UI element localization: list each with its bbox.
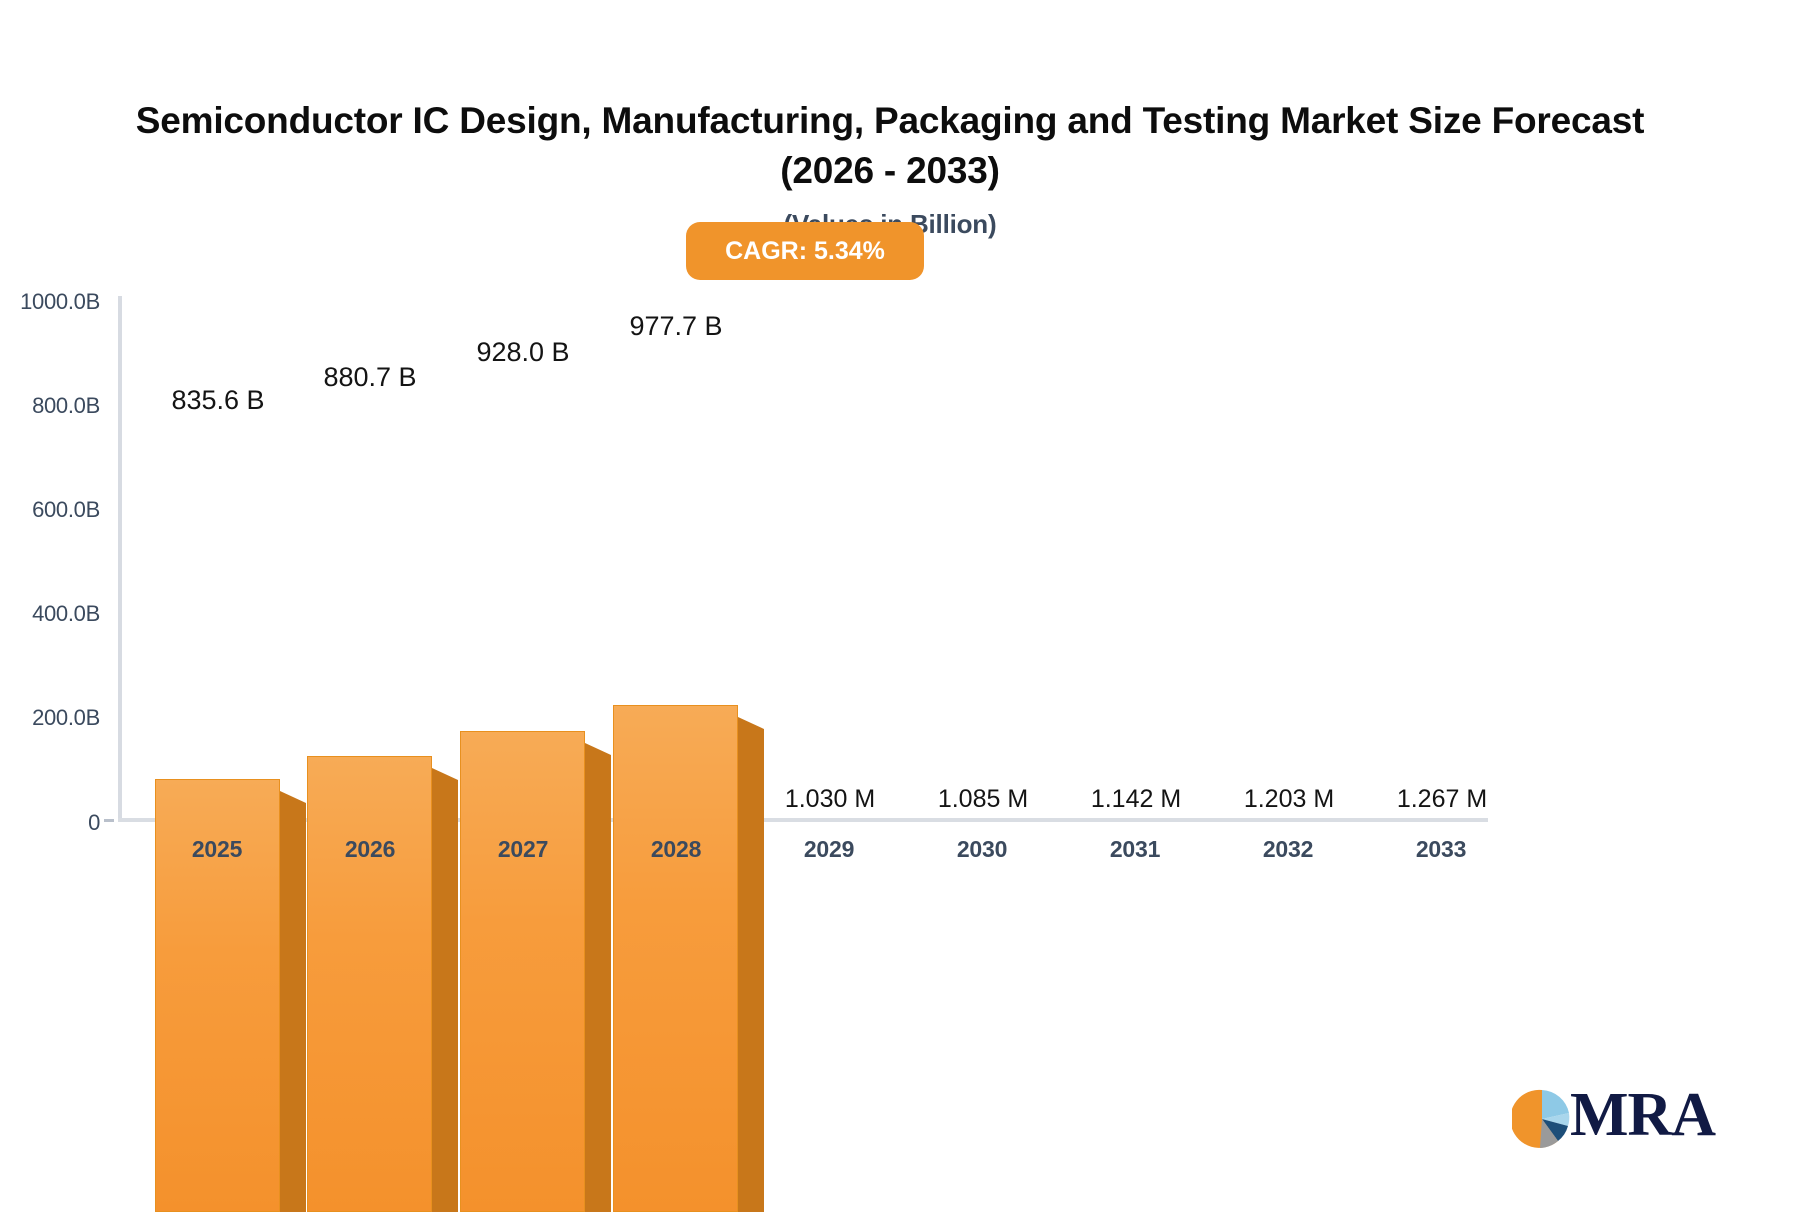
- chart-header: Semiconductor IC Design, Manufacturing, …: [120, 96, 1660, 240]
- y-tick-200: 200.0B: [0, 705, 100, 730]
- x-tick-2030: 2030: [956, 836, 1008, 862]
- x-axis-line: [118, 818, 1488, 822]
- bar-2027-side: [585, 743, 611, 1212]
- bar-2028-side: [738, 717, 764, 1212]
- y-tick-label: 200.0B: [32, 705, 100, 730]
- y-tick-label: 600.0B: [32, 497, 100, 522]
- x-tick-2025: 2025: [191, 836, 243, 862]
- x-tick-2029: 2029: [803, 836, 855, 862]
- pie-chart-icon: [1510, 1089, 1570, 1148]
- y-tick-label: 400.0B: [32, 601, 100, 626]
- y-tick-label: 1000.0B: [20, 289, 100, 314]
- bar-label-2030: 1.085 M: [937, 785, 1029, 813]
- logo-text: MRA: [1570, 1081, 1716, 1149]
- y-tick-dash-0: [104, 819, 114, 822]
- y-axis-line: [118, 296, 122, 820]
- x-tick-2028: 2028: [650, 836, 702, 862]
- bar-label-2032: 1.203 M: [1243, 785, 1335, 813]
- bar-label-2031: 1.142 M: [1090, 785, 1182, 813]
- bar-label-2028: 977.7 B: [629, 311, 723, 341]
- cagr-badge: CAGR: 5.34%: [686, 222, 924, 280]
- x-tick-2026: 2026: [344, 836, 396, 862]
- x-tick-2027: 2027: [497, 836, 549, 862]
- bar-label-2026: 880.7 B: [323, 362, 417, 392]
- y-tick-600: 600.0B: [0, 497, 100, 522]
- y-tick-400: 400.0B: [0, 601, 100, 626]
- bar-label-2027: 928.0 B: [476, 337, 570, 367]
- bar-2026: [307, 756, 432, 1212]
- y-tick-800: 800.0B: [0, 393, 100, 418]
- bar-label-2033: 1.267 M: [1396, 785, 1488, 813]
- x-tick-2031: 2031: [1109, 836, 1161, 862]
- mra-logo: MRA: [1510, 1084, 1716, 1164]
- y-tick-label: 800.0B: [32, 393, 100, 418]
- chart-title: Semiconductor IC Design, Manufacturing, …: [135, 100, 1645, 191]
- bar-2027: [460, 731, 585, 1212]
- bar-2026-side: [432, 768, 458, 1212]
- y-tick-0: 0: [0, 810, 100, 835]
- y-tick-1000: 1000.0B: [0, 289, 100, 314]
- x-tick-2032: 2032: [1262, 836, 1314, 862]
- bar-label-2029: 1.030 M: [784, 785, 876, 813]
- bar-2028: [613, 705, 738, 1212]
- bar-label-2025: 835.6 B: [171, 385, 265, 415]
- y-tick-label: 0: [88, 810, 100, 835]
- bar-2025-side: [280, 791, 306, 1212]
- bar-2025: [155, 779, 280, 1212]
- x-tick-2033: 2033: [1415, 836, 1467, 862]
